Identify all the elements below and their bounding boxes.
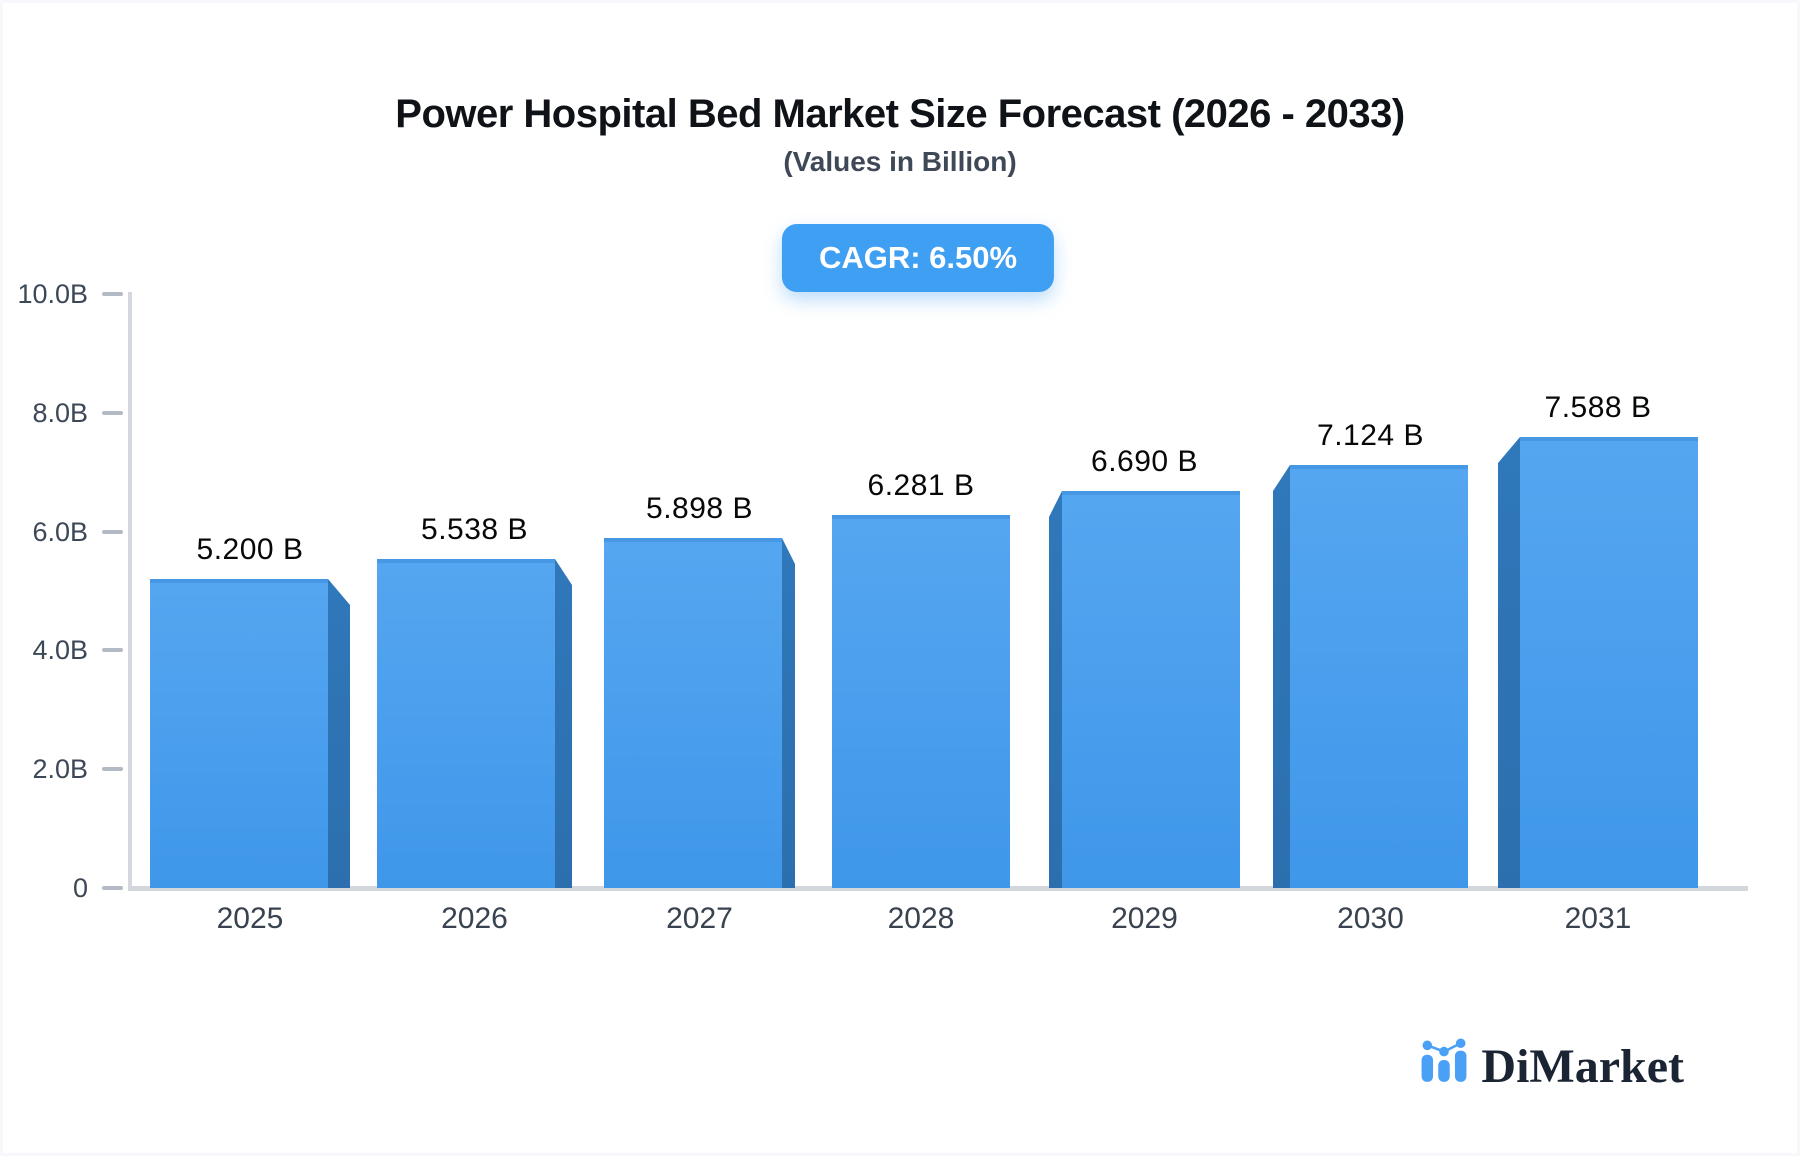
bar-2027[interactable]: 5.898 B 2027 bbox=[604, 492, 795, 935]
y-axis-tick-label: 0 bbox=[72, 873, 88, 903]
y-axis-tick-label: 10.0B bbox=[17, 279, 88, 309]
bar-value-label: 5.538 B bbox=[421, 513, 528, 546]
bar-face bbox=[1062, 491, 1240, 888]
y-axis-tick-mark bbox=[102, 886, 123, 890]
bar-2025[interactable]: 5.200 B 2025 bbox=[150, 533, 350, 935]
y-axis-tick-label: 8.0B bbox=[32, 397, 88, 428]
y-axis-tick-label: 4.0B bbox=[32, 635, 88, 666]
bar-chart-logo-icon bbox=[1420, 1038, 1468, 1089]
bar-2030[interactable]: 7.124 B 2030 bbox=[1273, 419, 1468, 935]
y-axis-line bbox=[128, 292, 132, 889]
bar-value-label: 6.690 B bbox=[1091, 445, 1198, 478]
y-axis-tick-label: 6.0B bbox=[32, 516, 88, 547]
bar-face bbox=[1290, 465, 1468, 888]
chart-subtitle: (Values in Billion) bbox=[783, 146, 1017, 177]
bar-2026[interactable]: 5.538 B 2026 bbox=[377, 513, 572, 935]
y-axis-tick-mark bbox=[102, 767, 123, 772]
bar-value-label: 6.281 B bbox=[867, 469, 975, 502]
bar-side-bevel bbox=[555, 559, 572, 888]
bar-side-bevel bbox=[328, 579, 350, 888]
x-axis-category-label: 2028 bbox=[887, 902, 955, 935]
y-axis-tick-label: 2.0B bbox=[32, 754, 88, 785]
y-axis-tick-mark bbox=[102, 292, 123, 296]
x-axis-category-label: 2031 bbox=[1564, 902, 1632, 935]
bar-value-label: 5.200 B bbox=[196, 533, 304, 566]
bar-side-bevel bbox=[782, 538, 795, 888]
bar-2029[interactable]: 6.690 B 2029 bbox=[1049, 445, 1240, 935]
x-axis-category-label: 2027 bbox=[666, 902, 733, 935]
bar-face bbox=[150, 579, 328, 888]
bar-value-label: 7.588 B bbox=[1544, 391, 1652, 424]
chart-title: Power Hospital Bed Market Size Forecast … bbox=[395, 92, 1405, 136]
bar-value-label: 5.898 B bbox=[646, 492, 753, 525]
cagr-badge: CAGR: 6.50% bbox=[781, 224, 1055, 292]
bar-side-bevel bbox=[1273, 465, 1290, 888]
bar-2031[interactable]: 7.588 B 2031 bbox=[1498, 391, 1698, 935]
bar-face bbox=[604, 538, 782, 888]
brand-logo: DiMarket bbox=[1420, 1038, 1684, 1093]
bar-face bbox=[832, 515, 1010, 888]
bar-side-bevel bbox=[1498, 437, 1520, 888]
y-axis-tick-mark bbox=[102, 648, 123, 653]
bar-face bbox=[377, 559, 555, 888]
bar-side-bevel bbox=[1049, 491, 1062, 888]
bar-value-label: 7.124 B bbox=[1317, 419, 1424, 452]
y-axis-tick-mark bbox=[102, 529, 123, 534]
x-axis-baseline bbox=[128, 886, 1748, 891]
x-axis-category-label: 2029 bbox=[1111, 902, 1178, 935]
bar-face bbox=[1520, 437, 1698, 888]
x-axis-category-label: 2026 bbox=[441, 902, 508, 935]
bar-2028[interactable]: 6.281 B 2028 bbox=[832, 469, 1010, 935]
x-axis-category-label: 2030 bbox=[1337, 902, 1404, 935]
x-axis-category-label: 2025 bbox=[216, 902, 284, 935]
brand-name: DiMarket bbox=[1481, 1039, 1684, 1093]
y-axis-tick-mark bbox=[102, 410, 123, 415]
